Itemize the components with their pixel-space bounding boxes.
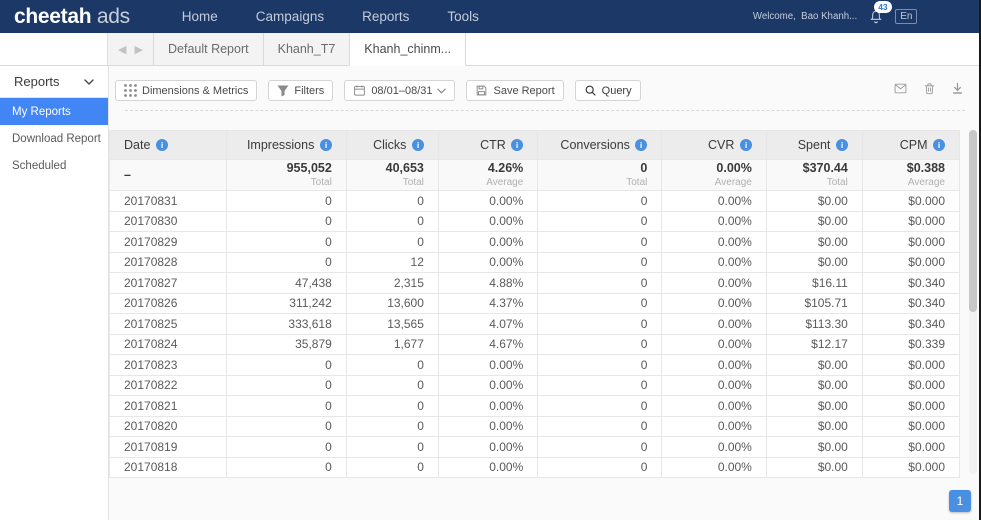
svg-text:i: i: [417, 140, 419, 150]
svg-text:i: i: [640, 140, 642, 150]
svg-text:i: i: [516, 140, 518, 150]
svg-text:i: i: [841, 140, 843, 150]
svg-text:i: i: [938, 140, 940, 150]
svg-text:i: i: [325, 140, 327, 150]
svg-text:i: i: [745, 140, 747, 150]
svg-text:i: i: [161, 140, 163, 150]
